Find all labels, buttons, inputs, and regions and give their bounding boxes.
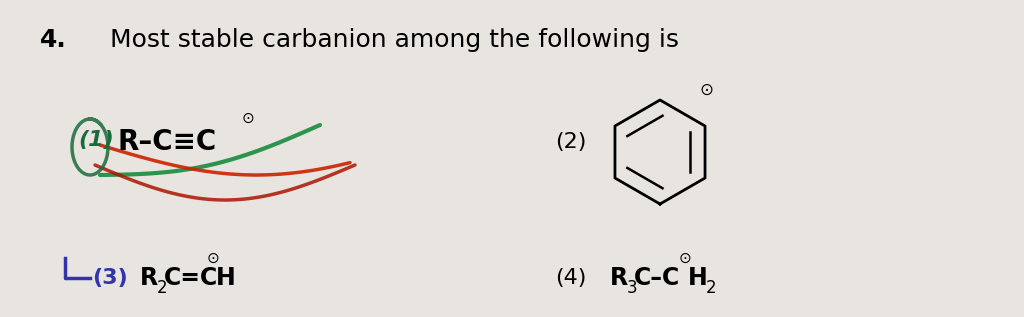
Text: H: H [216, 266, 236, 290]
Text: Most stable carbanion among the following is: Most stable carbanion among the followin… [110, 28, 679, 52]
Text: R–C≡C: R–C≡C [118, 128, 217, 156]
Text: ⊙: ⊙ [679, 250, 691, 266]
Text: (1): (1) [78, 130, 114, 150]
Text: R: R [140, 266, 158, 290]
Text: C=C: C=C [164, 266, 218, 290]
Text: H: H [688, 266, 708, 290]
Text: 3: 3 [627, 279, 638, 297]
Text: 2: 2 [157, 279, 168, 297]
Text: 2: 2 [706, 279, 717, 297]
Text: C–C: C–C [634, 266, 680, 290]
Text: (2): (2) [555, 132, 587, 152]
Text: ⊙: ⊙ [242, 111, 254, 126]
Text: ⊙: ⊙ [699, 81, 714, 99]
Text: (4): (4) [555, 268, 587, 288]
Text: 4.: 4. [40, 28, 67, 52]
Text: ⊙: ⊙ [207, 250, 219, 266]
Text: R: R [610, 266, 628, 290]
Text: (3): (3) [92, 268, 128, 288]
